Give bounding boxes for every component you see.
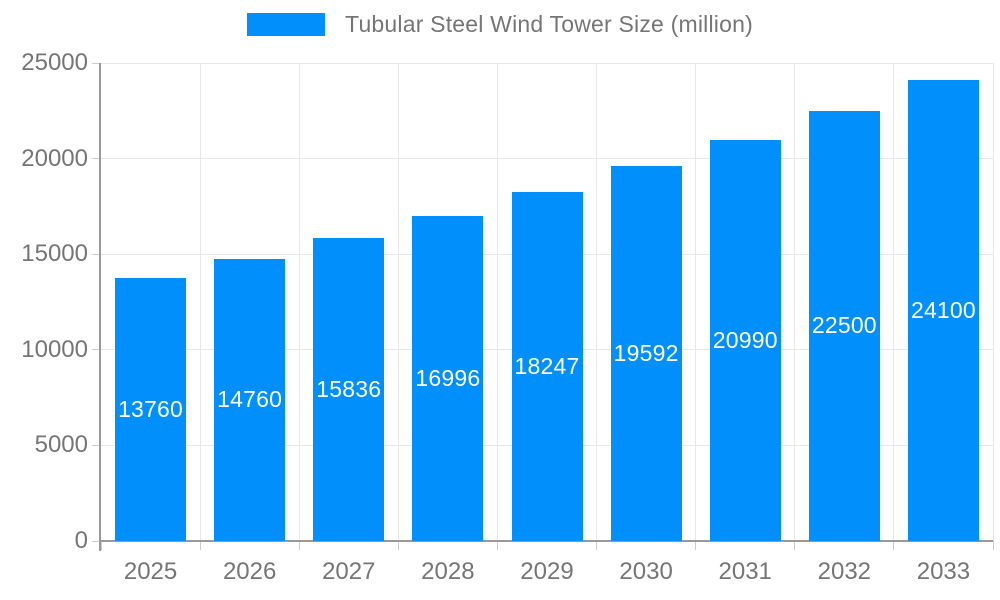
y-axis-tick-label: 15000 xyxy=(21,240,88,268)
gridline-vertical xyxy=(298,63,300,541)
x-axis-tick-mark xyxy=(298,541,300,550)
y-axis-tick-mark xyxy=(92,62,101,64)
y-axis-tick-label: 20000 xyxy=(21,144,88,172)
x-axis-tick-label: 2025 xyxy=(123,558,178,585)
bar-value-label: 19592 xyxy=(613,340,679,367)
gridline-vertical xyxy=(794,63,796,541)
gridline-vertical xyxy=(496,63,498,541)
y-axis-tick-label: 5000 xyxy=(34,431,88,459)
legend: Tubular Steel Wind Tower Size (million) xyxy=(0,0,1000,48)
x-axis-tick-mark xyxy=(100,541,102,550)
y-axis-tick-label: 25000 xyxy=(21,49,88,76)
x-axis-tick-mark xyxy=(695,541,697,550)
bar-value-label: 22500 xyxy=(811,312,877,339)
gridline-horizontal xyxy=(101,62,993,64)
gridline-vertical xyxy=(992,63,994,541)
x-axis-tick-mark xyxy=(794,541,796,550)
x-axis-tick-label: 2030 xyxy=(619,558,673,585)
x-axis-tick-mark xyxy=(596,541,598,550)
gridline-vertical xyxy=(893,63,895,541)
gridline-horizontal xyxy=(101,158,993,160)
y-axis-tick-mark xyxy=(92,349,101,351)
legend-swatch xyxy=(247,12,326,36)
bar-value-label: 20990 xyxy=(712,326,778,353)
y-axis-tick-mark xyxy=(92,540,101,542)
x-axis-tick-label: 2027 xyxy=(322,558,376,585)
y-axis-tick-label: 0 xyxy=(74,527,88,554)
bar-value-label: 16996 xyxy=(415,365,481,391)
y-axis-tick-mark xyxy=(92,158,101,160)
x-axis-tick-mark xyxy=(397,541,399,550)
x-axis-tick-label: 2026 xyxy=(222,558,277,585)
y-axis-line xyxy=(99,63,101,551)
bar-value-label: 18247 xyxy=(514,353,580,380)
bar-value-label: 13760 xyxy=(118,395,184,422)
gridline-vertical xyxy=(397,63,399,541)
bar-2027: 15836 xyxy=(313,238,385,541)
bar-2033: 24100 xyxy=(907,80,979,541)
y-axis-tick-mark xyxy=(92,253,101,255)
bar-2032: 22500 xyxy=(808,110,880,541)
bar-2030: 19592 xyxy=(610,166,682,541)
bar-2025: 13760 xyxy=(115,277,187,541)
legend-label: Tubular Steel Wind Tower Size (million) xyxy=(345,10,753,37)
gridline-vertical xyxy=(199,63,201,541)
bar-2029: 18247 xyxy=(511,192,583,541)
x-axis-tick-label: 2029 xyxy=(520,558,574,585)
bar-value-label: 24100 xyxy=(910,297,976,324)
bar-2028: 16996 xyxy=(412,216,484,541)
x-axis-tick-mark xyxy=(992,541,994,550)
bar-2031: 20990 xyxy=(709,139,781,541)
gridline-vertical xyxy=(695,63,697,541)
x-axis-tick-mark xyxy=(893,541,895,550)
x-axis-tick-mark xyxy=(199,541,201,550)
x-axis-tick-label: 2033 xyxy=(916,558,971,585)
x-axis-tick-label: 2032 xyxy=(817,558,872,585)
bar-value-label: 15836 xyxy=(316,376,382,403)
x-axis-tick-label: 2028 xyxy=(421,558,475,585)
bar-value-label: 14760 xyxy=(217,386,283,413)
bar-2026: 14760 xyxy=(214,258,286,541)
y-axis-tick-mark xyxy=(92,444,101,446)
y-axis-tick-label: 10000 xyxy=(21,335,88,363)
x-axis-line xyxy=(101,540,993,542)
x-axis-tick-mark xyxy=(496,541,498,550)
gridline-vertical xyxy=(596,63,598,541)
plot-area: 0 5000 10000 15000 20000 25000 13760 14760 15836… xyxy=(21,49,994,585)
x-axis-tick-label: 2031 xyxy=(718,558,772,585)
